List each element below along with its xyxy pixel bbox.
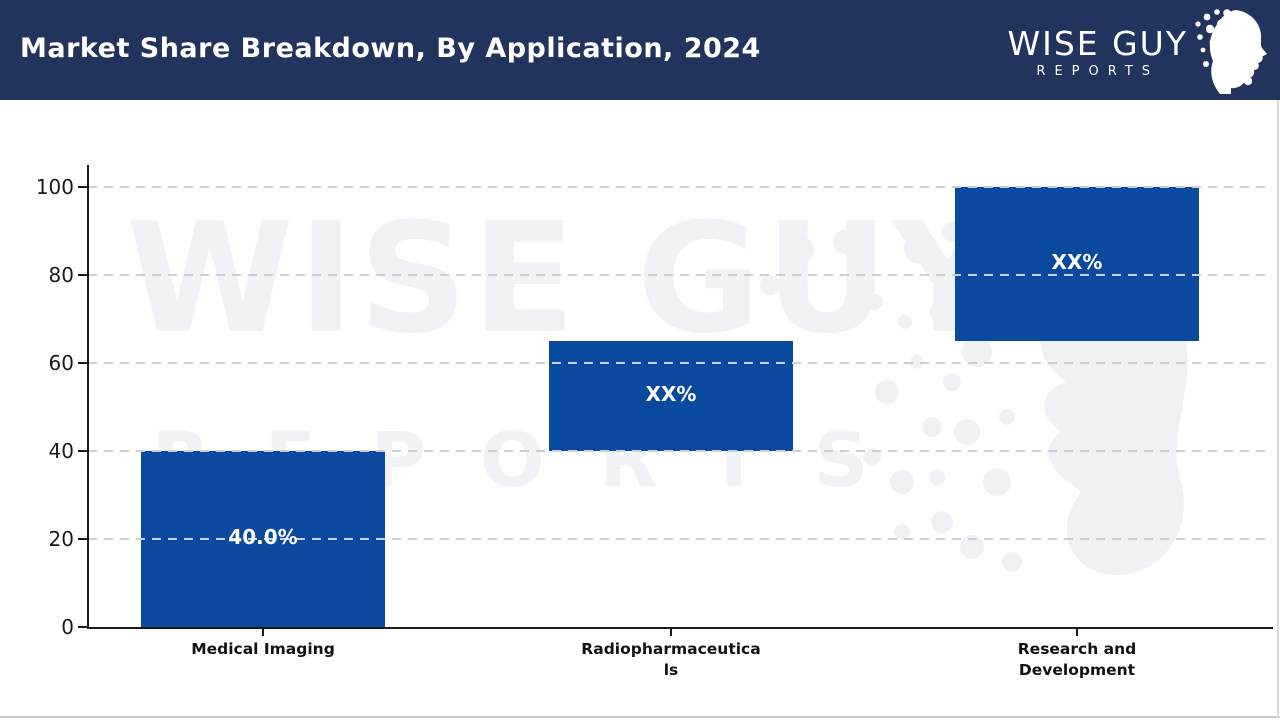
grid-line: [88, 538, 1272, 540]
bar-value-label: 40.0%: [228, 525, 298, 549]
header-bar: Market Share Breakdown, By Application, …: [0, 0, 1280, 100]
grid-line: [88, 450, 1272, 452]
wise-guy-logo: WISE GUY REPORTS: [1007, 0, 1270, 100]
grid-line: [88, 362, 1272, 364]
x-axis-line: [87, 627, 1273, 629]
x-tick-mark: [1076, 629, 1078, 636]
page-right-border: [1277, 100, 1279, 718]
y-tick-mark: [78, 450, 88, 452]
watermark-wordmark: WISE GUY: [126, 190, 1007, 367]
bar-value-label: XX%: [1051, 250, 1103, 274]
x-category-label: Medical Imaging: [113, 639, 413, 660]
bar: [549, 341, 793, 451]
logo-wordmark: WISE GUY: [1007, 24, 1188, 63]
bar-value-label: XX%: [645, 382, 697, 406]
y-tick-label: 60: [48, 351, 74, 375]
x-category-label: Radiopharmaceutica ls: [521, 639, 821, 681]
y-tick-label: 40: [48, 439, 74, 463]
page-bottom-border: [0, 716, 1280, 718]
y-axis-line: [87, 165, 89, 629]
x-category-label-line: Development: [1018, 661, 1136, 679]
x-tick-mark: [670, 629, 672, 636]
bar: [955, 187, 1199, 341]
y-tick-mark: [78, 538, 88, 540]
y-tick-label: 80: [48, 263, 74, 287]
x-category-label-line: Radiopharmaceutica: [581, 640, 761, 658]
y-tick-mark: [78, 186, 88, 188]
chart-title: Market Share Breakdown, By Application, …: [20, 33, 761, 64]
grid-line: [88, 186, 1272, 188]
x-category-label-line: ls: [663, 661, 679, 679]
y-tick-label: 20: [48, 527, 74, 551]
logo-subtitle: REPORTS: [1036, 64, 1160, 79]
plot-area: 0 20 40 60 80 100 40.0% Medical Imaging XX% Radio…: [0, 100, 1280, 720]
logo-text: WISE GUY REPORTS: [1007, 24, 1188, 79]
y-tick-mark: [78, 626, 88, 628]
grid-line: [88, 274, 1272, 276]
x-category-label: Research and Development: [927, 639, 1227, 681]
x-category-label-line: Medical Imaging: [191, 640, 335, 658]
x-tick-mark: [262, 629, 264, 636]
logo-head-icon: [1190, 8, 1270, 98]
watermark-head-icon: [740, 110, 1210, 614]
y-tick-mark: [78, 362, 88, 364]
y-tick-label: 100: [35, 175, 74, 199]
x-category-label-line: Research and: [1017, 640, 1137, 658]
y-tick-label: 0: [61, 615, 74, 639]
y-tick-mark: [78, 274, 88, 276]
